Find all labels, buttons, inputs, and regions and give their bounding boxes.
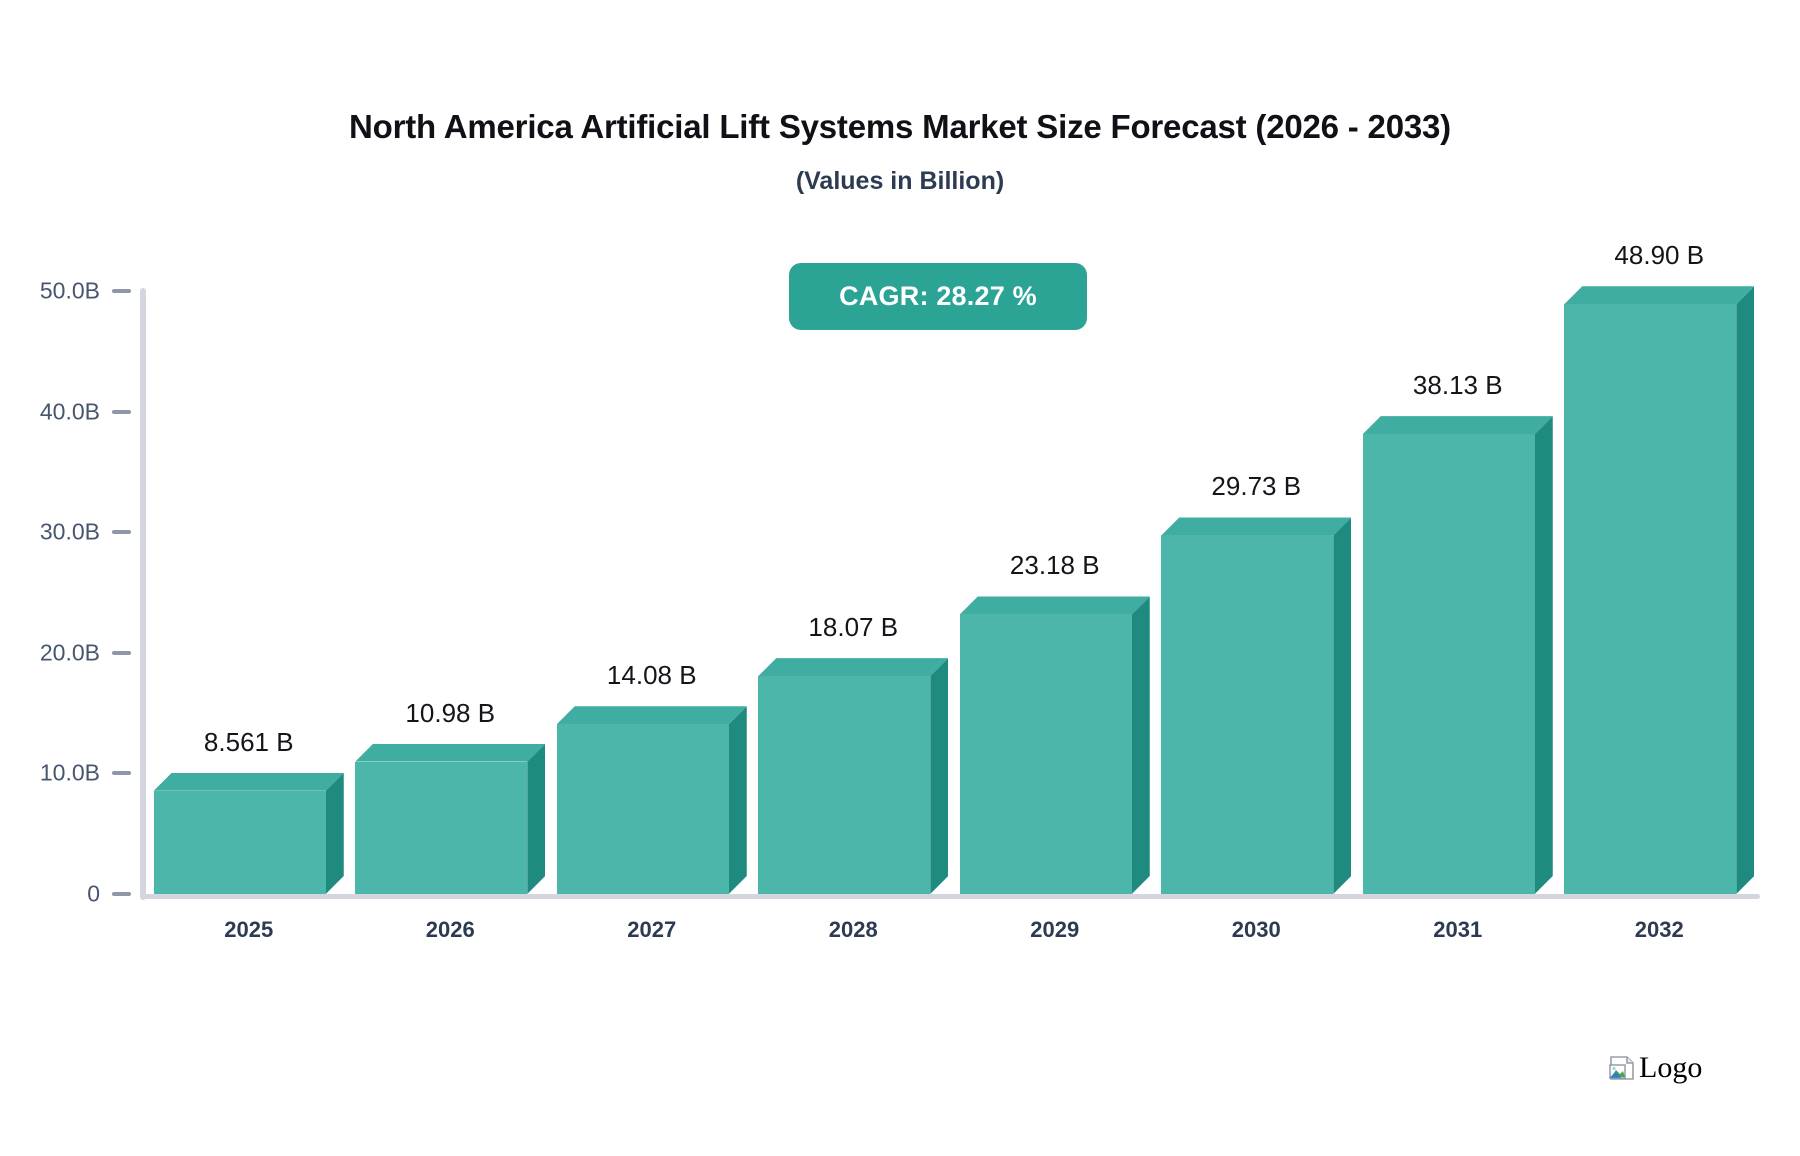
bar-2025[interactable] bbox=[153, 773, 344, 894]
y-axis-tick-mark bbox=[112, 530, 131, 535]
bar-top-face bbox=[960, 596, 1150, 614]
bar-value-label: 29.73 B bbox=[1211, 471, 1302, 502]
bar-value-label: 18.07 B bbox=[808, 612, 899, 643]
bar-2031[interactable] bbox=[1362, 416, 1553, 894]
x-axis-tick-label-2032: 2032 bbox=[1634, 917, 1684, 942]
bar-front-face bbox=[355, 761, 528, 894]
x-axis-tick-label-2028: 2028 bbox=[828, 917, 878, 942]
y-axis-tick-label: 10.0B bbox=[39, 759, 100, 786]
y-axis-tick-label: 0 bbox=[87, 880, 100, 907]
bar-side-face bbox=[729, 706, 747, 894]
bar-side-face bbox=[527, 744, 545, 894]
y-axis-tick-mark bbox=[112, 771, 131, 776]
bar-side-face bbox=[1333, 517, 1351, 894]
bar-front-face bbox=[1161, 535, 1334, 894]
bar-top-face bbox=[1161, 517, 1351, 535]
bar-2030[interactable] bbox=[1161, 517, 1351, 894]
x-axis-line bbox=[140, 894, 1760, 899]
y-axis-tick-mark bbox=[112, 289, 131, 293]
bar-value-label: 48.90 B bbox=[1614, 240, 1705, 271]
bar-front-face bbox=[1564, 304, 1737, 894]
bar-front-face bbox=[153, 790, 326, 894]
chart-subtitle: (Values in Billion) bbox=[795, 167, 1005, 195]
bar-2029[interactable] bbox=[959, 596, 1150, 894]
bar-value-label: 10.98 B bbox=[405, 697, 496, 728]
bar-front-face bbox=[959, 614, 1132, 894]
y-axis-line bbox=[140, 288, 146, 900]
y-axis-tick-mark bbox=[112, 409, 131, 414]
x-axis-tick-label-2026: 2026 bbox=[425, 917, 475, 942]
bar-top-face bbox=[1564, 286, 1754, 304]
bar-side-face bbox=[1132, 596, 1150, 894]
bar-2028[interactable] bbox=[758, 658, 948, 894]
broken-image-icon bbox=[1608, 1053, 1638, 1083]
x-axis-tick-label-2025: 2025 bbox=[224, 917, 274, 942]
chart-title: North America Artificial Lift Systems Ma… bbox=[349, 108, 1451, 145]
x-axis-tick-label-2030: 2030 bbox=[1231, 917, 1281, 942]
x-axis-tick-label-2029: 2029 bbox=[1030, 917, 1080, 942]
bar-2032[interactable] bbox=[1564, 286, 1754, 894]
logo-placeholder: Logo bbox=[1608, 1048, 1702, 1088]
bar-front-face bbox=[1362, 434, 1535, 894]
bar-top-face bbox=[154, 773, 344, 791]
bar-value-label: 14.08 B bbox=[606, 660, 697, 691]
y-axis-tick-label: 20.0B bbox=[39, 639, 100, 666]
bar-side-face bbox=[1535, 416, 1553, 894]
bar-value-label: 38.13 B bbox=[1412, 370, 1503, 401]
bar-2027[interactable] bbox=[556, 706, 747, 894]
bar-top-face bbox=[758, 658, 948, 676]
bar-front-face bbox=[556, 724, 729, 894]
cagr-badge-label: CAGR: 28.27 % bbox=[839, 281, 1037, 311]
bar-value-label: 8.561 B bbox=[203, 726, 294, 757]
bar-top-face bbox=[355, 744, 545, 762]
logo-alt-text: Logo bbox=[1639, 1051, 1703, 1084]
bar-top-face bbox=[1363, 416, 1553, 434]
y-axis-tick-mark bbox=[112, 892, 131, 896]
bar-side-face bbox=[930, 658, 948, 894]
bar-front-face bbox=[758, 676, 931, 894]
x-axis-tick-label-2031: 2031 bbox=[1433, 917, 1483, 942]
bar-2026[interactable] bbox=[355, 744, 545, 894]
y-axis-tick-mark bbox=[112, 650, 131, 655]
bar-value-label: 23.18 B bbox=[1009, 550, 1100, 581]
bar-top-face bbox=[557, 706, 747, 724]
bar-side-face bbox=[326, 773, 344, 894]
y-axis-tick-label: 40.0B bbox=[39, 398, 100, 425]
bar-side-face bbox=[1736, 286, 1754, 894]
y-axis-tick-label: 50.0B bbox=[39, 277, 100, 304]
x-axis-tick-label-2027: 2027 bbox=[627, 917, 677, 942]
cagr-badge: CAGR: 28.27 % bbox=[789, 263, 1087, 330]
y-axis-tick-label: 30.0B bbox=[39, 518, 100, 545]
